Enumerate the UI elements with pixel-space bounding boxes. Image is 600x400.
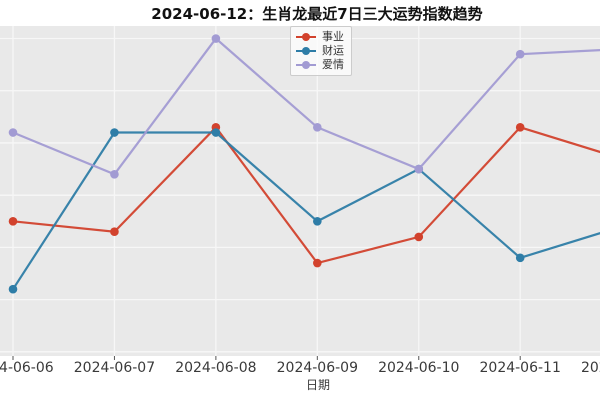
data-point-爱情-2024-06-06 <box>8 128 18 137</box>
data-point-财运-2024-06-07 <box>110 128 119 137</box>
data-point-爱情-2024-06-08 <box>211 34 221 43</box>
data-point-财运-2024-06-06 <box>8 284 18 294</box>
legend: 事业 财运 爱情 <box>290 26 352 76</box>
data-point-爱情-2024-06-11 <box>515 49 525 59</box>
data-point-财运-2024-06-11 <box>515 253 525 263</box>
data-point-事业-2024-06-10 <box>414 232 424 242</box>
legend-item-爱情: 爱情 <box>296 58 344 72</box>
data-point-事业-2024-06-11 <box>515 122 525 132</box>
legend-marker-icon <box>296 44 316 58</box>
legend-label: 财运 <box>322 44 344 57</box>
x-axis-title: 日期 <box>305 378 331 392</box>
data-point-爱情-2024-06-10 <box>414 164 424 174</box>
x-tick-label-2024-06-06: 2024-06-06 <box>0 360 54 376</box>
x-tick-label-2024-06-09: 2024-06-09 <box>276 360 358 376</box>
x-tick-label-2024-06-10: 2024-06-10 <box>378 360 460 376</box>
data-point-财运-2024-06-08 <box>211 128 221 137</box>
chart-title: 2024-06-12：生肖龙最近7日三大运势指数趋势 <box>151 5 483 23</box>
data-point-事业-2024-06-07 <box>110 227 119 237</box>
legend-marker-icon <box>296 30 316 44</box>
legend-label: 事业 <box>322 30 344 43</box>
legend-item-财运: 财运 <box>296 44 344 58</box>
data-point-事业-2024-06-06 <box>8 216 18 226</box>
legend-label: 爱情 <box>322 58 344 71</box>
plot-background <box>0 26 600 356</box>
x-tick-label-2024-06-11: 2024-06-11 <box>479 360 561 376</box>
data-point-爱情-2024-06-07 <box>110 169 119 179</box>
x-tick-label-2024-06-08: 2024-06-08 <box>175 360 257 376</box>
data-point-事业-2024-06-09 <box>313 258 322 268</box>
legend-item-事业: 事业 <box>296 30 344 44</box>
x-tick-label-2024-06-12: 2024-06-12 <box>580 360 600 376</box>
x-tick-label-2024-06-07: 2024-06-07 <box>73 360 156 376</box>
data-point-财运-2024-06-09 <box>313 216 322 226</box>
legend-marker-icon <box>296 58 316 72</box>
data-point-爱情-2024-06-09 <box>313 122 322 132</box>
